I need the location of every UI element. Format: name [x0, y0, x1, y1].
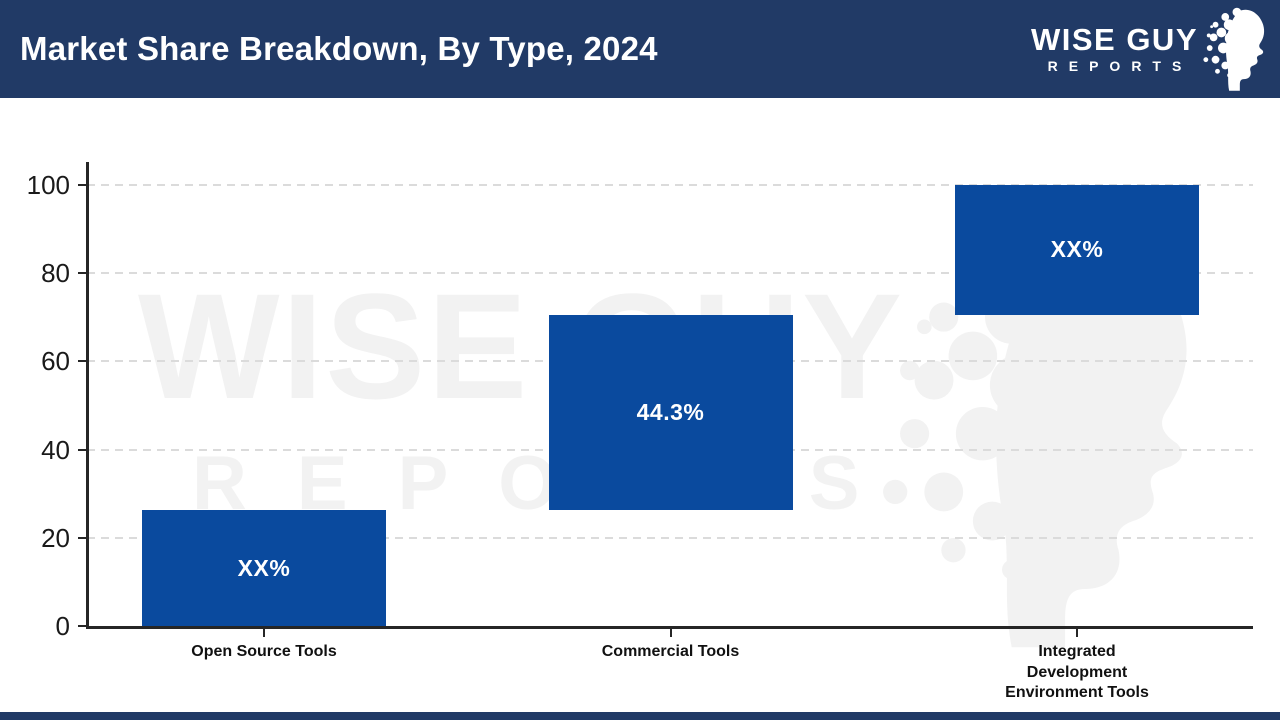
y-tick-label: 0 — [55, 611, 70, 641]
x-category-label: Integrated Development Environment Tools — [1005, 643, 1149, 701]
bar-segment: 44.3% — [548, 314, 793, 510]
brand-name-text: WISE GUY — [1030, 22, 1198, 57]
y-tick-label: 80 — [41, 258, 70, 289]
y-tick-mark — [78, 536, 86, 539]
face-profile-icon — [1203, 7, 1265, 91]
brand-wordmark: WISE GUY REPORTS — [1031, 24, 1198, 74]
x-axis-line — [86, 626, 1253, 629]
header: Market Share Breakdown, By Type, 2024 WI… — [0, 0, 1280, 98]
gridline — [87, 184, 1253, 186]
y-tick-mark — [78, 184, 86, 186]
bar-segment: XX% — [955, 185, 1199, 315]
y-tick-label: 40 — [41, 434, 70, 465]
y-tick-mark — [78, 360, 86, 363]
y-tick-label: 100 — [26, 170, 70, 200]
brand-logo: WISE GUY REPORTS — [1031, 5, 1270, 93]
gridline — [87, 272, 1253, 275]
bar-value-label: XX% — [237, 554, 291, 581]
x-tick-mark — [1076, 629, 1078, 637]
x-tick-mark — [263, 629, 265, 637]
y-tick-mark — [78, 272, 86, 275]
watermark-face-icon — [883, 232, 1187, 648]
x-category-label: Open Source Tools — [191, 643, 337, 660]
y-tick-mark — [78, 448, 86, 451]
footer-stripe — [0, 712, 1280, 720]
y-tick-label: 60 — [41, 346, 70, 377]
brand-subtitle-text: REPORTS — [1047, 58, 1193, 74]
x-tick-mark — [669, 629, 672, 637]
page-title: Market Share Breakdown, By Type, 2024 — [20, 30, 658, 67]
gridline — [87, 536, 1253, 539]
bar-segment: XX% — [142, 510, 386, 626]
x-category-label: Commercial Tools — [601, 643, 740, 660]
y-tick-mark — [78, 625, 86, 627]
bar-value-label: XX% — [1050, 236, 1104, 263]
y-axis-line — [86, 162, 89, 629]
y-tick-label: 20 — [41, 522, 70, 553]
bar-value-label: 44.3% — [636, 398, 705, 425]
